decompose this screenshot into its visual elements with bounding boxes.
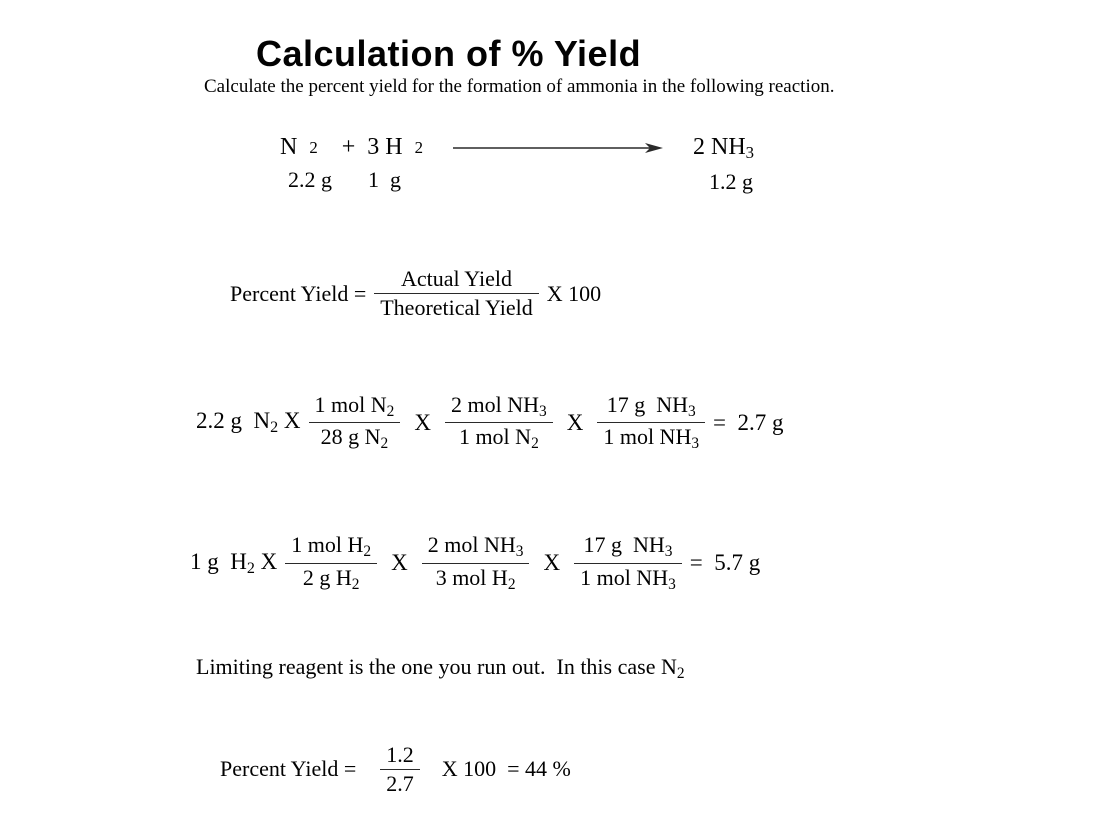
reactants: N2 + 3 H2 [280, 134, 423, 161]
reaction-arrow-icon [453, 138, 663, 158]
final-lhs: Percent Yield = [220, 756, 356, 782]
final-fraction: 1.2 2.7 [380, 743, 420, 796]
limiting-reagent-note: Limiting reagent is the one you run out.… [196, 654, 950, 683]
mass-n2: 2.2 g [288, 167, 332, 193]
final-suffix: X 100 = 44 % [442, 756, 571, 782]
h2-result: = 5.7 g [690, 550, 760, 576]
py-suffix: X 100 [547, 281, 601, 307]
reaction-equation: N2 + 3 H2 2.2 g 1 g 2 NH3 1.2 g [280, 134, 950, 195]
mass-nh3: 1.2 g [709, 169, 753, 195]
h2-prefix: 1 g H2 X [190, 549, 277, 578]
worksheet: Calculation of % Yield Calculate the per… [190, 30, 950, 796]
n2-result: = 2.7 g [713, 410, 783, 436]
page-title: Calculation of % Yield [256, 30, 950, 72]
n2-prefix: 2.2 g N2 X [196, 408, 301, 437]
py-lhs: Percent Yield = [230, 281, 366, 307]
percent-yield-final: Percent Yield = 1.2 2.7 X 100 = 44 % [220, 743, 950, 796]
products: 2 NH3 [693, 134, 754, 163]
calc-from-n2: 2.2 g N2 X 1 mol N228 g N2 X 2 mol NH31 … [196, 393, 950, 454]
instruction-text: Calculate the percent yield for the form… [204, 76, 950, 98]
py-fraction: Actual Yield Theoretical Yield [374, 267, 539, 320]
percent-yield-definition: Percent Yield = Actual Yield Theoretical… [230, 267, 950, 320]
calc-from-h2: 1 g H2 X 1 mol H22 g H2 X 2 mol NH33 mol… [190, 533, 950, 594]
mass-h2: 1 g [368, 167, 401, 193]
